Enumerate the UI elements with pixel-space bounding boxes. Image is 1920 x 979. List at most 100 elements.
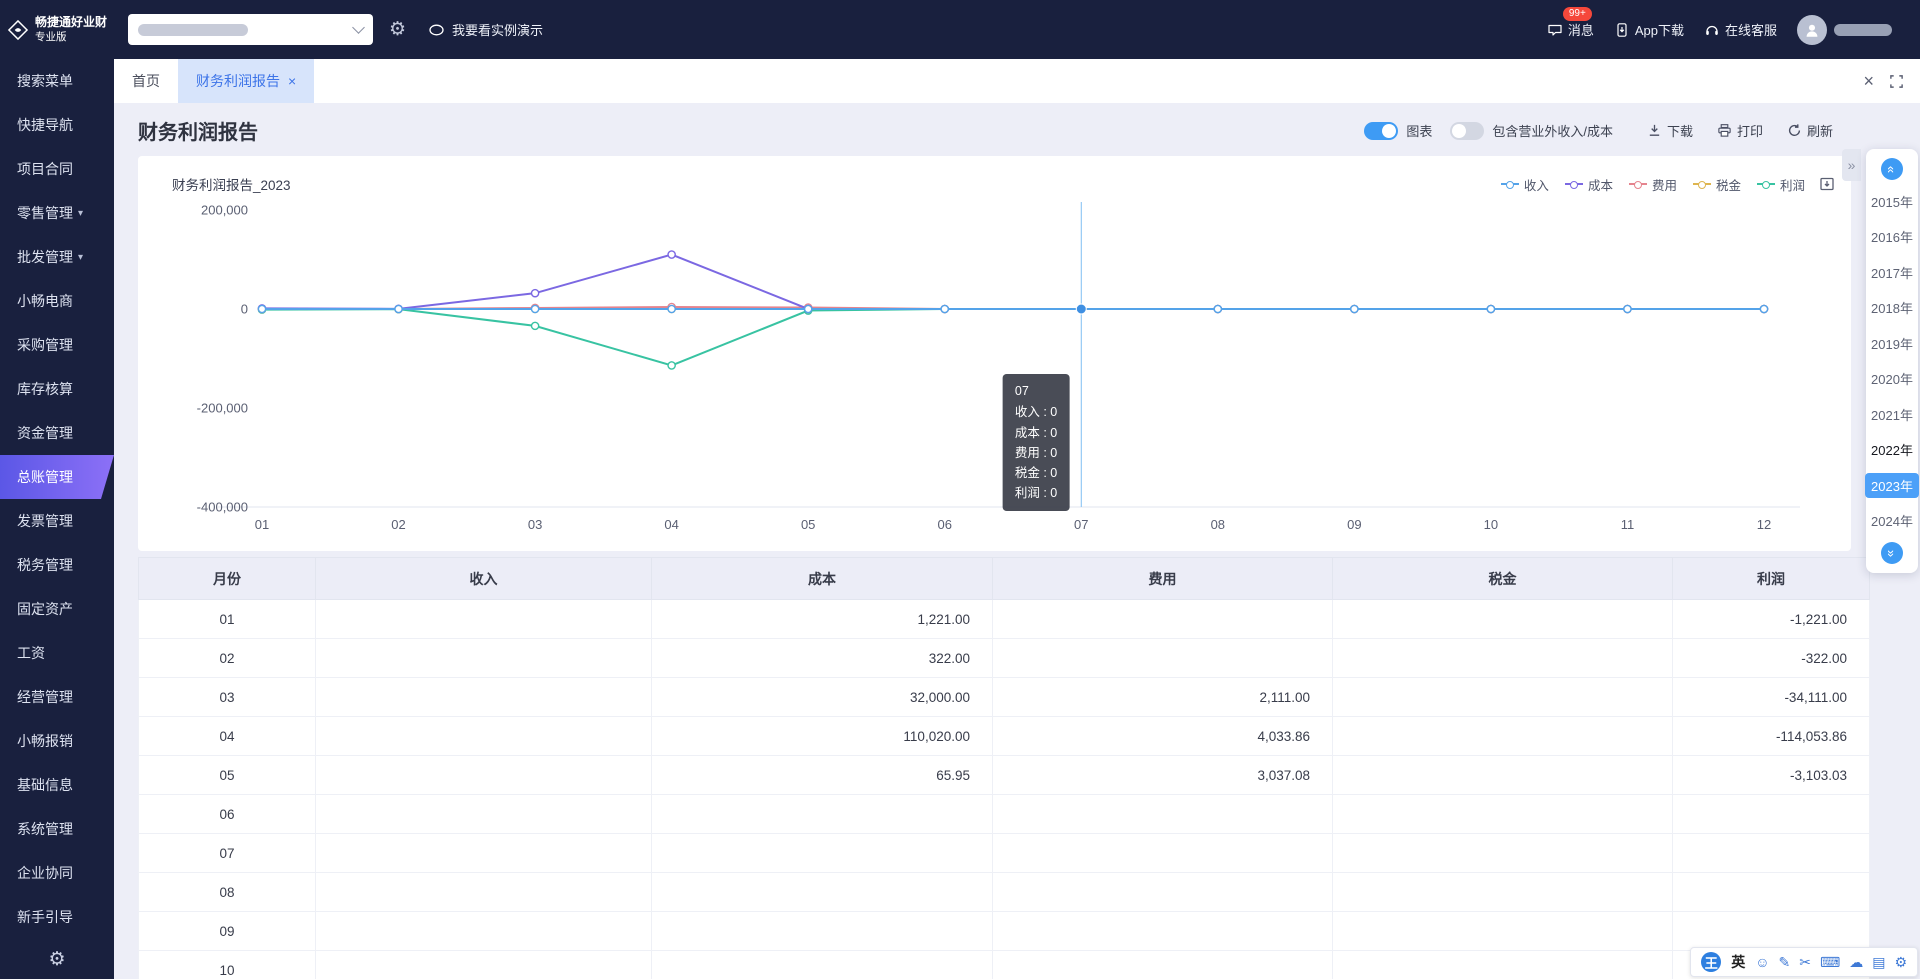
sidebar-item[interactable]: 系统管理 (17, 821, 73, 837)
sidebar-item[interactable]: 总账管理 (0, 455, 114, 499)
smiley-icon[interactable]: ☺ (1755, 954, 1770, 970)
tab-close-icon[interactable]: × (288, 73, 297, 89)
value-cell: -114,053.86 (1672, 716, 1870, 756)
sidebar-item[interactable]: 小畅报销 (17, 733, 73, 749)
tab[interactable]: 财务利润报告 × (178, 59, 315, 103)
user-menu[interactable] (1797, 14, 1892, 45)
line-chart[interactable]: 200,000 0 -200,000 -400,000 01 02 03 04 05 06 07 08… (154, 202, 1834, 540)
value-cell (1332, 833, 1673, 873)
value-cell (992, 794, 1333, 834)
printer-icon (1718, 124, 1731, 137)
year-item[interactable]: 2021年 (1871, 407, 1913, 423)
year-item[interactable]: 2018年 (1871, 301, 1913, 317)
value-cell (1672, 911, 1870, 951)
year-item[interactable]: 2024年 (1871, 513, 1913, 529)
sidebar-item[interactable]: 采购管理 (17, 337, 73, 353)
sidebar-item[interactable]: 搜索菜单 (17, 73, 73, 89)
legend-label: 利润 (1779, 178, 1805, 193)
chart-toggle[interactable] (1364, 121, 1399, 140)
sidebar-item[interactable]: 新手引导 (17, 909, 73, 925)
series-point (1350, 304, 1359, 314)
download-button[interactable]: 下载 (1647, 121, 1693, 140)
sidebar-item[interactable]: 税务管理 (17, 557, 73, 573)
tab[interactable]: 首页 (114, 59, 178, 103)
legend-marker-dot (1569, 180, 1578, 189)
refresh-button[interactable]: 刷新 (1787, 121, 1833, 140)
fullscreen-icon[interactable] (1889, 74, 1904, 89)
sidebar-menu: 搜索菜单快捷导航项目合同零售管理 ▾ 批发管理 ▾ 小畅电商采购管理库存核算资金管理总账… (0, 59, 114, 939)
x-axis-label: 05 (801, 517, 815, 532)
year-item[interactable]: 2019年 (1871, 336, 1913, 352)
chat-bubble-icon (1548, 24, 1562, 36)
month-cell: 10 (138, 950, 316, 979)
column-header: 费用 (992, 557, 1333, 600)
scroll-years-up-button[interactable]: « (1881, 158, 1903, 180)
organization-select[interactable] (128, 14, 373, 45)
table-row: 02 322.00 -322.00 (138, 638, 1870, 678)
scroll-years-down-button[interactable]: » (1881, 542, 1903, 564)
year-item[interactable]: 2015年 (1871, 195, 1913, 210)
month-cell: 05 (138, 755, 316, 795)
sidebar-item[interactable]: 快捷导航 (17, 117, 73, 133)
print-button[interactable]: 打印 (1717, 121, 1763, 140)
ime-language-mode[interactable]: 英 (1731, 954, 1746, 970)
speech-bubble-icon (429, 24, 444, 35)
legend-item[interactable]: 利润 (1756, 175, 1805, 194)
y-axis-label: 0 (241, 302, 248, 317)
gear-icon[interactable]: ⚙ (1894, 954, 1907, 970)
scissors-icon[interactable]: ✂ (1799, 954, 1811, 970)
year-item[interactable]: 2016年 (1871, 230, 1913, 246)
sidebar-item[interactable]: 批发管理 ▾ (17, 249, 84, 265)
save-image-icon[interactable] (1819, 176, 1835, 192)
ime-logo[interactable]: 王 (1701, 952, 1722, 972)
settings-gear-icon[interactable]: ⚙ (389, 19, 407, 40)
close-icon[interactable]: × (1863, 71, 1874, 91)
value-cell (315, 599, 652, 639)
cloud-icon[interactable]: ☁ (1849, 954, 1864, 970)
support-button[interactable]: 在线客服 (1704, 20, 1777, 39)
sidebar-item[interactable]: 项目合同 (17, 161, 73, 177)
month-cell: 01 (138, 599, 316, 639)
year-panel-collapse-handle[interactable]: » (1842, 149, 1861, 181)
value-cell (992, 872, 1333, 912)
value-cell: 1,221.00 (651, 599, 993, 639)
sidebar-item[interactable]: 库存核算 (17, 381, 73, 397)
year-item[interactable]: 2023年 (1865, 472, 1919, 498)
app-download-button[interactable]: App下载 (1614, 20, 1684, 39)
input-method-toolbar[interactable]: 王 英 ☺ ✎ ✂ ⌨ ☁ ▤ ⚙ (1690, 947, 1918, 977)
legend-item[interactable]: 成本 (1564, 175, 1613, 194)
legend-label: 成本 (1587, 178, 1613, 193)
sidebar-settings-gear-icon[interactable]: ⚙ (48, 948, 66, 970)
legend-item[interactable]: 费用 (1628, 175, 1677, 194)
series-point (530, 288, 540, 298)
value-cell: 4,033.86 (992, 716, 1333, 756)
table-row: 08 (138, 872, 1870, 912)
sidebar-item[interactable]: 小畅电商 (17, 293, 73, 309)
grid-icon[interactable]: ▤ (1872, 954, 1886, 970)
year-panel: « 2015年 2016年 2017年 2018年 2019年 2020年 2021年 202… (1865, 149, 1919, 573)
legend-item[interactable]: 税金 (1692, 175, 1741, 194)
year-item[interactable]: 2022年 (1871, 443, 1913, 459)
year-item[interactable]: 2017年 (1871, 265, 1913, 281)
legend-marker-dot (1633, 180, 1642, 189)
x-axis-label: 06 (937, 517, 951, 532)
value-cell (992, 833, 1333, 873)
demo-link[interactable]: 我要看实例演示 (428, 20, 543, 39)
sidebar-item[interactable]: 零售管理 ▾ (17, 205, 84, 221)
legend-item[interactable]: 收入 (1500, 175, 1549, 194)
sidebar-item[interactable]: 资金管理 (17, 425, 73, 441)
pen-icon[interactable]: ✎ (1778, 954, 1791, 970)
sidebar-item[interactable]: 基础信息 (17, 777, 73, 793)
sidebar-item[interactable]: 工资 (17, 645, 45, 661)
sidebar-item[interactable]: 经营管理 (17, 689, 73, 705)
messages-button[interactable]: 99+ 消息 (1547, 7, 1594, 39)
year-item[interactable]: 2020年 (1871, 372, 1913, 388)
keyboard-icon[interactable]: ⌨ (1819, 954, 1841, 970)
sidebar-item[interactable]: 固定资产 (17, 601, 73, 617)
sidebar-item[interactable]: 发票管理 (17, 513, 73, 529)
sidebar-item[interactable]: 企业协同 (17, 865, 73, 881)
redacted-org-name (138, 23, 248, 36)
include-nonoperating-toggle[interactable] (1450, 121, 1485, 140)
column-header: 月份 (138, 557, 316, 600)
value-cell (315, 755, 652, 795)
